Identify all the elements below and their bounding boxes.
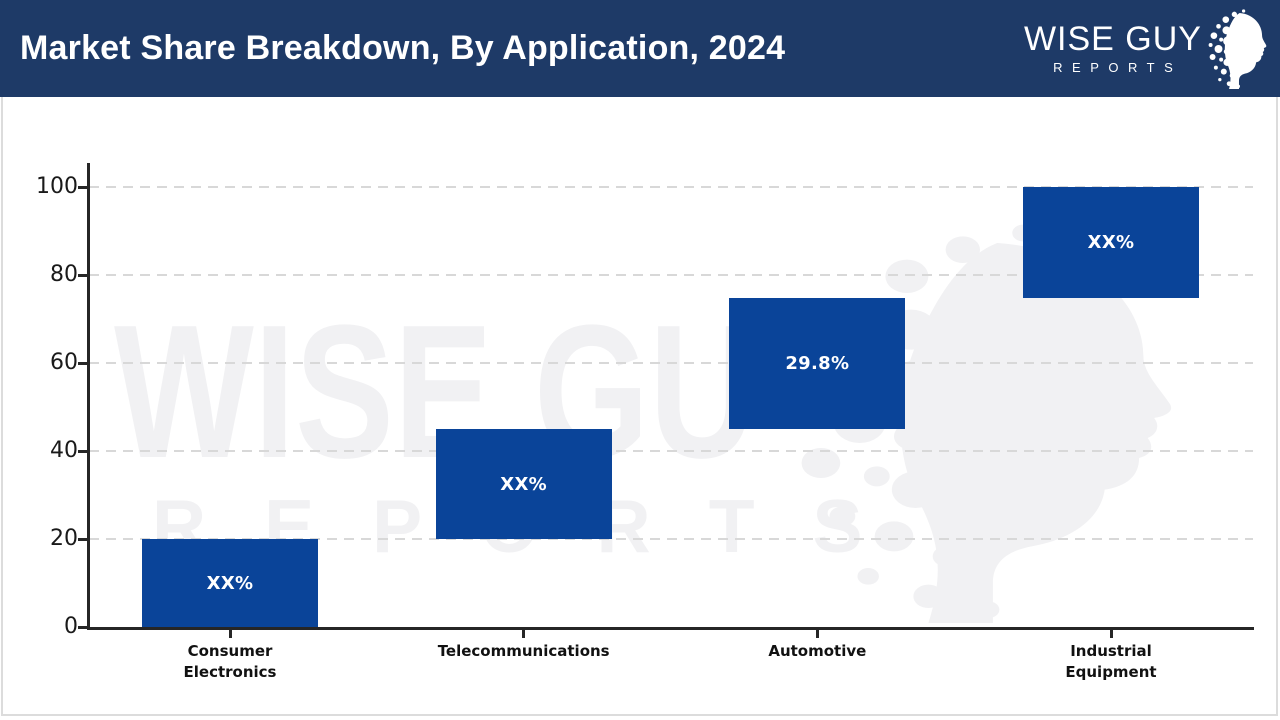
category-label-line: Automotive [768, 642, 867, 660]
bar [142, 539, 318, 627]
bar-value-label: XX% [500, 473, 547, 495]
chart-area: WISE GU REPORTS 020406080100XX%ConsumerE… [0, 97, 1280, 720]
category-label: Automotive [670, 641, 964, 662]
page-title: Market Share Breakdown, By Application, … [20, 29, 786, 67]
bar-value-label: XX% [206, 572, 254, 594]
category-label: Consumer Electronics [83, 641, 377, 683]
y-axis-tick-label: 80 [50, 262, 78, 287]
brand-tagline: REPORTS [1053, 60, 1183, 75]
y-axis-tick [78, 626, 88, 629]
y-axis-tick-label: 20 [50, 526, 78, 551]
gridline [89, 450, 1253, 452]
x-axis-line [87, 627, 1254, 630]
bar [729, 297, 906, 429]
y-axis-tick-label: 40 [50, 438, 78, 463]
category-label-line: Industrial [1070, 642, 1152, 660]
y-axis-tick-label: 60 [50, 350, 78, 375]
y-axis-line [87, 163, 90, 630]
watermark-brand-name: WISE GU [114, 286, 757, 498]
bar [1023, 187, 1199, 298]
y-axis-tick-label: 0 [64, 614, 78, 639]
y-axis-tick [78, 186, 88, 189]
x-axis-tick [1109, 630, 1113, 638]
y-axis-tick-label: 100 [36, 174, 78, 199]
gridline [89, 538, 1253, 540]
bar-value-label: XX% [1087, 231, 1135, 253]
bar [435, 429, 612, 539]
dotted-head-icon [1208, 8, 1267, 89]
header-bar: Market Share Breakdown, By Application, … [0, 0, 1280, 97]
y-axis-tick [78, 450, 88, 453]
y-axis-tick [78, 538, 88, 541]
bar-value-label: 29.8% [785, 352, 850, 374]
category-label-line: Telecommunications [437, 642, 610, 660]
y-axis-tick [78, 362, 88, 365]
category-label-line: Consumer [187, 642, 273, 660]
gridline [89, 362, 1253, 364]
x-axis-tick [228, 630, 232, 638]
x-axis-tick [522, 630, 526, 638]
category-label: Industrial Equipment [964, 641, 1258, 683]
category-label-line: Equipment [1065, 663, 1157, 681]
brand-logo-text: WISE GUY REPORTS [1024, 22, 1202, 75]
category-label-line: Electronics [183, 663, 277, 681]
y-axis-tick [78, 274, 88, 277]
category-label: Telecommunications [377, 641, 671, 662]
brand-logo: WISE GUY REPORTS [1024, 8, 1270, 89]
x-axis-tick [815, 630, 819, 638]
brand-name: WISE GUY [1023, 20, 1202, 58]
gridline [89, 186, 1253, 188]
gridline [89, 274, 1253, 276]
